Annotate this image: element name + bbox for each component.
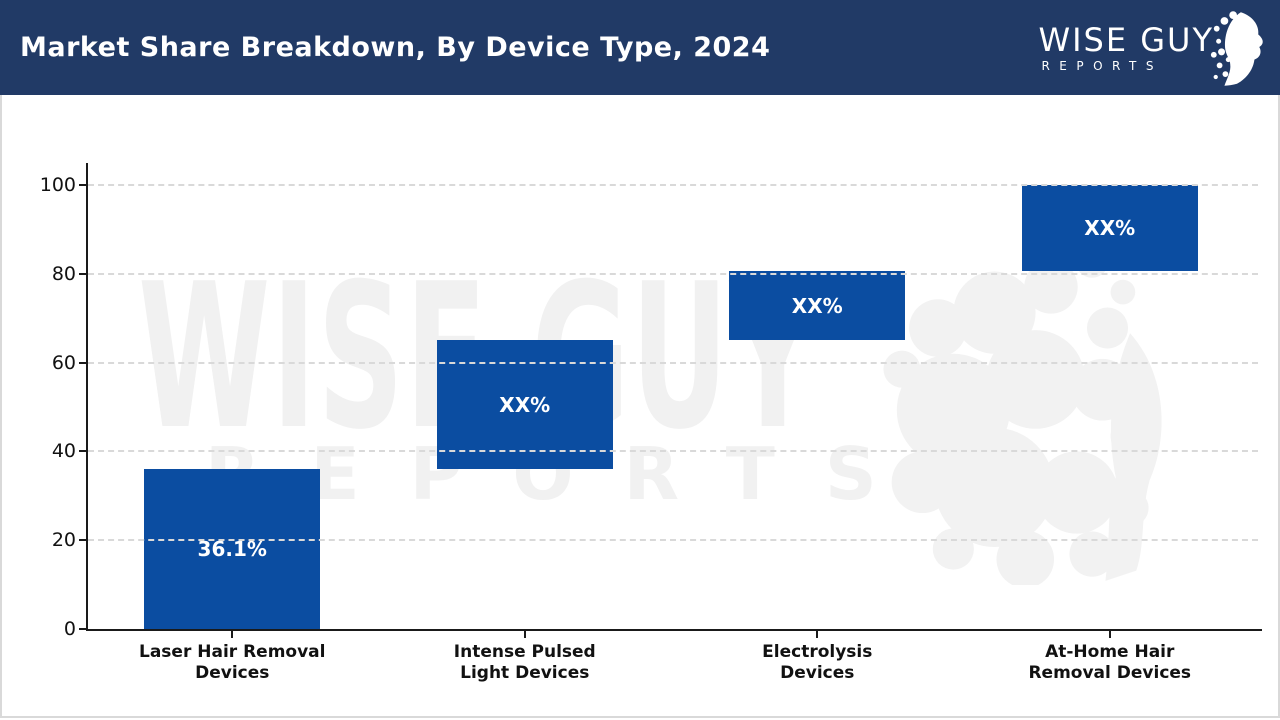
- bar-segment: XX%: [729, 270, 906, 341]
- y-axis-tick-mark: [79, 628, 86, 630]
- bar-value-label: XX%: [791, 293, 843, 318]
- x-axis-tick-mark: [816, 631, 819, 638]
- header-bar: Market Share Breakdown, By Device Type, …: [0, 0, 1280, 95]
- bar-segment: XX%: [1021, 185, 1198, 271]
- y-axis-tick-mark: [79, 450, 86, 453]
- y-axis-tick-label: 20: [51, 529, 76, 552]
- chart-title: Market Share Breakdown, By Device Type, …: [20, 32, 771, 63]
- category-label-line: Light Devices: [460, 663, 590, 683]
- y-axis-tick-label: 0: [63, 618, 76, 640]
- y-axis-tick-label: 60: [51, 351, 76, 374]
- category-label-line: Removal Devices: [1028, 663, 1192, 683]
- y-axis-tick-label: 40: [51, 440, 76, 463]
- gridline: [88, 361, 1258, 364]
- y-axis-tick-mark: [79, 272, 86, 275]
- y-axis-tick-mark: [79, 184, 86, 186]
- x-axis-category-label: Electrolysis Devices: [672, 642, 962, 684]
- x-axis-tick-mark: [231, 631, 234, 638]
- bar-value-label: XX%: [499, 392, 551, 417]
- logo-reports-label: REPORTS: [1041, 58, 1163, 73]
- logo-text: WISE GUY REPORTS: [1038, 23, 1214, 73]
- x-axis-tick-mark: [1108, 631, 1111, 638]
- x-axis-category-label: Intense Pulsed Light Devices: [380, 642, 670, 684]
- logo-wiseguy-label: WISE GUY: [1038, 20, 1214, 59]
- bar-value-label: XX%: [1084, 215, 1136, 240]
- gridline: [88, 539, 1258, 542]
- x-axis-tick-mark: [523, 631, 526, 638]
- category-label-line: Intense Pulsed: [453, 642, 596, 662]
- category-label-line: Electrolysis: [762, 642, 873, 662]
- gridline: [88, 184, 1258, 186]
- x-axis-line: [86, 629, 1262, 631]
- y-axis-line: [86, 163, 88, 631]
- bar-segment: 36.1%: [144, 468, 321, 629]
- category-label-line: Devices: [780, 663, 855, 683]
- x-axis-category-label: At-Home Hair Removal Devices: [965, 642, 1255, 684]
- x-axis-category-label: Laser Hair Removal Devices: [87, 642, 377, 684]
- category-label-line: Devices: [195, 663, 270, 683]
- wiseguy-logo: WISE GUY REPORTS: [1038, 9, 1266, 87]
- gridline: [88, 450, 1258, 453]
- category-label-line: At-Home Hair: [1045, 642, 1175, 662]
- y-axis-tick-label: 100: [39, 174, 76, 196]
- gridline: [88, 272, 1258, 275]
- y-axis-tick-label: 80: [51, 262, 76, 285]
- y-axis-tick-mark: [79, 361, 86, 364]
- y-axis-tick-mark: [79, 539, 86, 542]
- category-label-line: Laser Hair Removal: [139, 642, 326, 662]
- logo-head-icon: [1210, 10, 1263, 86]
